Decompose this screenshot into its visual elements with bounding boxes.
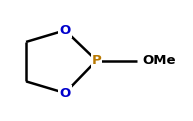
- Text: O: O: [59, 24, 71, 37]
- Text: OMe: OMe: [142, 54, 175, 67]
- Text: O: O: [59, 87, 71, 100]
- Text: P: P: [92, 54, 101, 67]
